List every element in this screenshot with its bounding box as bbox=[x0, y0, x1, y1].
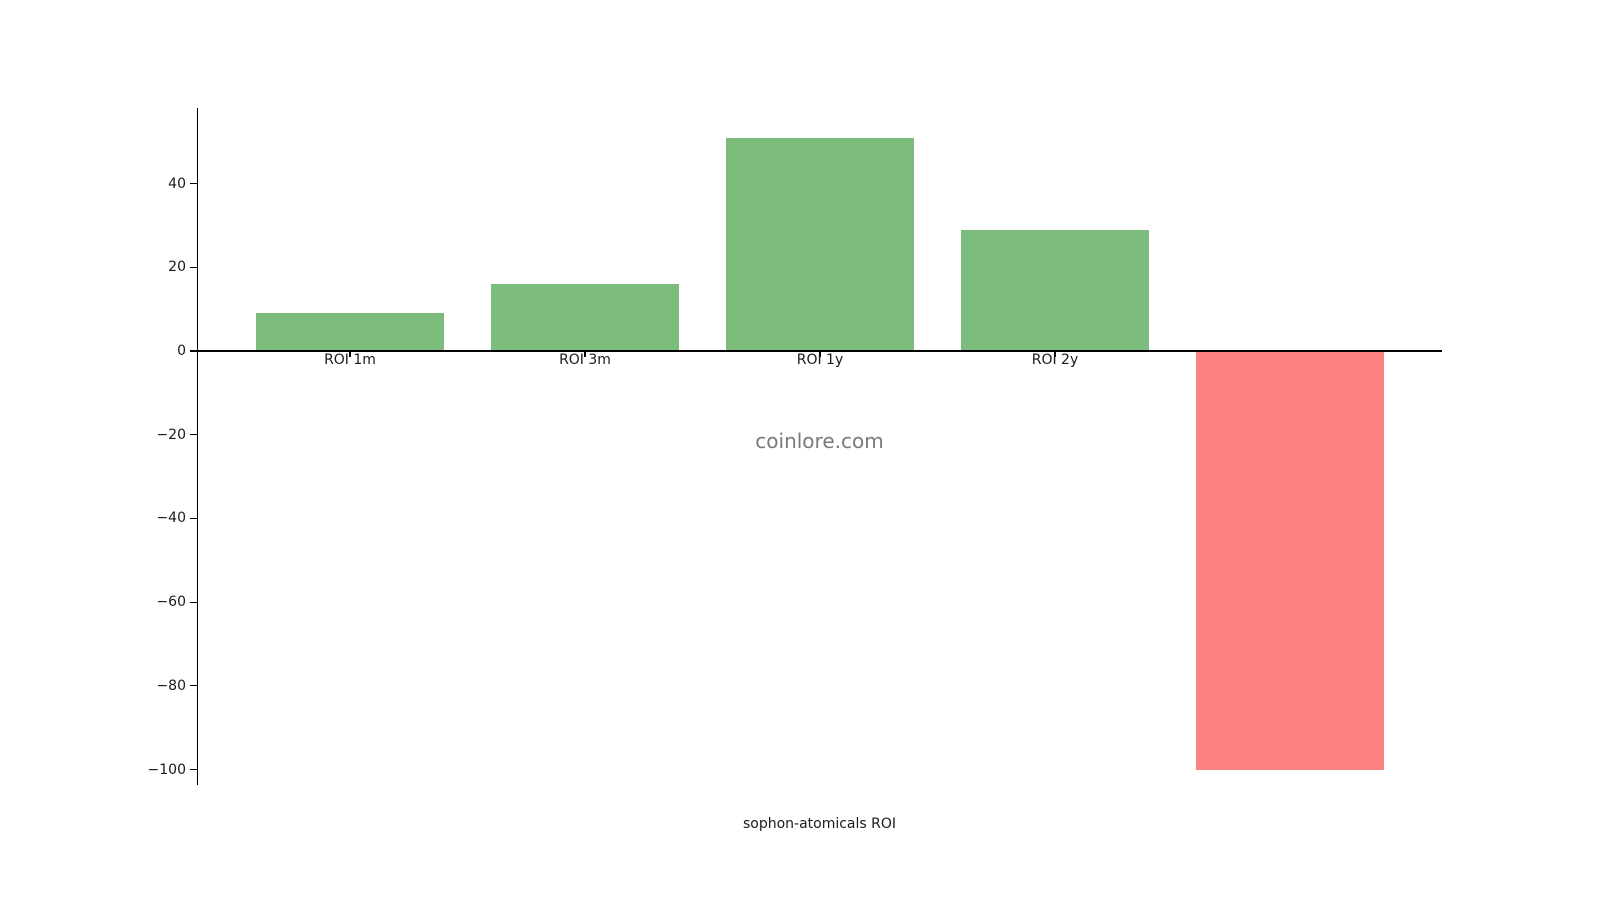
x-tick-mark bbox=[1054, 351, 1056, 358]
x-axis-line bbox=[197, 350, 1442, 352]
y-tick-mark bbox=[190, 266, 197, 269]
y-tick-mark bbox=[190, 685, 197, 687]
y-tick-label: −60 bbox=[156, 594, 186, 611]
y-tick-label: 40 bbox=[168, 175, 186, 192]
y-tick-mark bbox=[190, 768, 197, 771]
bar-roi-2y bbox=[961, 229, 1149, 352]
y-tick-label: −100 bbox=[147, 761, 186, 778]
y-tick-mark bbox=[190, 517, 197, 520]
x-tick-mark bbox=[349, 351, 351, 358]
plot-area: coinlore.com 40 20 0 −20 −40 −60 −80 −100 ROI 1m… bbox=[148, 108, 1442, 785]
x-tick-label: ROI 3m bbox=[559, 352, 611, 369]
y-tick-label: −40 bbox=[156, 510, 186, 527]
bar-roi-1y bbox=[726, 137, 914, 352]
x-tick-label: ROI 1y bbox=[796, 352, 844, 369]
x-tick-label: ROI 2y bbox=[1031, 352, 1079, 369]
bar-negative-4 bbox=[1196, 351, 1384, 770]
y-axis-line bbox=[197, 108, 199, 785]
y-tick-label: 20 bbox=[168, 259, 186, 276]
watermark-text: coinlore.com bbox=[755, 429, 884, 453]
x-tick-mark bbox=[584, 351, 586, 358]
y-tick-mark bbox=[190, 601, 197, 603]
y-tick-mark bbox=[190, 350, 197, 352]
chart-title: sophon-atomicals ROI bbox=[742, 816, 897, 832]
y-tick-label: 0 bbox=[177, 343, 186, 360]
y-tick-label: −20 bbox=[156, 426, 186, 443]
bar-roi-1m bbox=[256, 313, 444, 352]
bar-roi-3m bbox=[491, 284, 679, 352]
x-tick-mark bbox=[819, 351, 821, 358]
y-tick-label: −80 bbox=[156, 677, 186, 694]
x-tick-label: ROI 1m bbox=[324, 352, 376, 369]
y-tick-mark bbox=[190, 183, 197, 185]
y-tick-mark bbox=[190, 434, 197, 436]
